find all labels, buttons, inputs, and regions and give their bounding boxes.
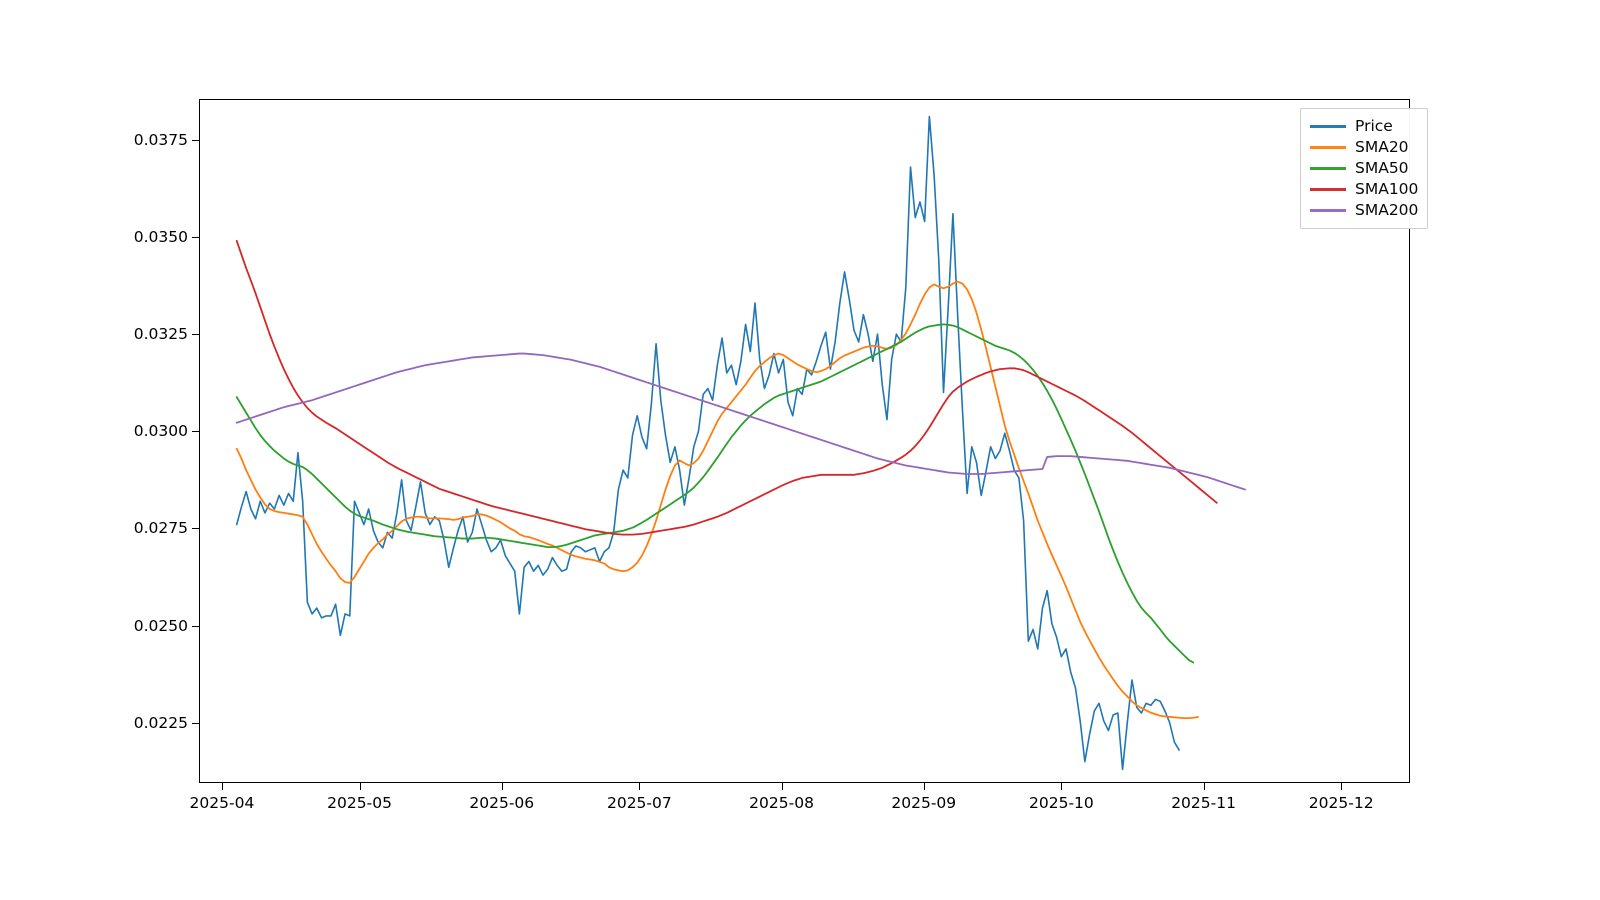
y-tick-label: 0.0300	[133, 422, 188, 441]
x-tick-label: 2025-04	[189, 794, 255, 812]
x-tick-mark	[501, 783, 503, 790]
y-tick-label: 0.0275	[133, 519, 188, 538]
y-tick-label: 0.0375	[133, 130, 188, 149]
y-tick-label: 0.0225	[133, 713, 188, 732]
x-tick-mark	[923, 783, 925, 790]
series-line-sma20	[237, 282, 1198, 718]
series-line-sma200	[237, 354, 1245, 490]
plot-area	[199, 99, 1410, 783]
x-tick-label: 2025-09	[891, 794, 957, 812]
legend-label: Price	[1355, 116, 1393, 135]
y-tick-mark	[192, 236, 199, 238]
x-tick-mark	[781, 783, 783, 790]
y-tick-label: 0.0325	[133, 325, 188, 344]
x-tick-mark	[1061, 783, 1063, 790]
x-tick-mark	[359, 783, 361, 790]
legend-item-sma100[interactable]: SMA100	[1310, 179, 1418, 200]
legend-swatch-sma100	[1310, 188, 1346, 191]
legend-swatch-sma50	[1310, 167, 1346, 170]
x-tick-label: 2025-05	[327, 794, 392, 812]
y-tick-mark	[192, 139, 199, 141]
legend-swatch-sma20	[1310, 146, 1346, 149]
chart-lines	[199, 99, 1410, 783]
legend-label: SMA200	[1355, 200, 1419, 219]
x-tick-label: 2025-06	[469, 794, 535, 812]
legend-label: SMA20	[1355, 137, 1409, 156]
legend-label: SMA50	[1355, 158, 1409, 177]
x-tick-label: 2025-08	[749, 794, 814, 812]
y-tick-label: 0.0350	[133, 227, 188, 246]
y-tick-label: 0.0250	[133, 616, 188, 635]
x-tick-label: 2025-11	[1171, 794, 1236, 812]
legend-item-price[interactable]: Price	[1310, 116, 1418, 137]
y-tick-mark	[192, 625, 199, 627]
y-tick-mark	[192, 431, 199, 433]
series-line-sma50	[237, 324, 1194, 662]
legend-swatch-price	[1310, 125, 1346, 128]
legend-swatch-sma200	[1310, 209, 1346, 212]
series-line-sma100	[237, 241, 1217, 535]
y-tick-mark	[192, 528, 199, 530]
legend-item-sma50[interactable]: SMA50	[1310, 158, 1418, 179]
x-tick-label: 2025-12	[1308, 794, 1374, 812]
legend-item-sma200[interactable]: SMA200	[1310, 200, 1418, 221]
x-tick-mark	[1341, 783, 1343, 790]
x-tick-label: 2025-07	[606, 794, 672, 812]
y-tick-mark	[192, 334, 199, 336]
x-tick-mark	[221, 783, 223, 790]
x-tick-label: 2025-10	[1028, 794, 1094, 812]
chart-legend[interactable]: Price SMA20 SMA50 SMA100 SMA200	[1300, 108, 1429, 229]
y-tick-mark	[192, 722, 199, 724]
legend-label: SMA100	[1355, 179, 1419, 198]
x-tick-mark	[639, 783, 641, 790]
x-tick-mark	[1203, 783, 1205, 790]
legend-item-sma20[interactable]: SMA20	[1310, 137, 1418, 158]
